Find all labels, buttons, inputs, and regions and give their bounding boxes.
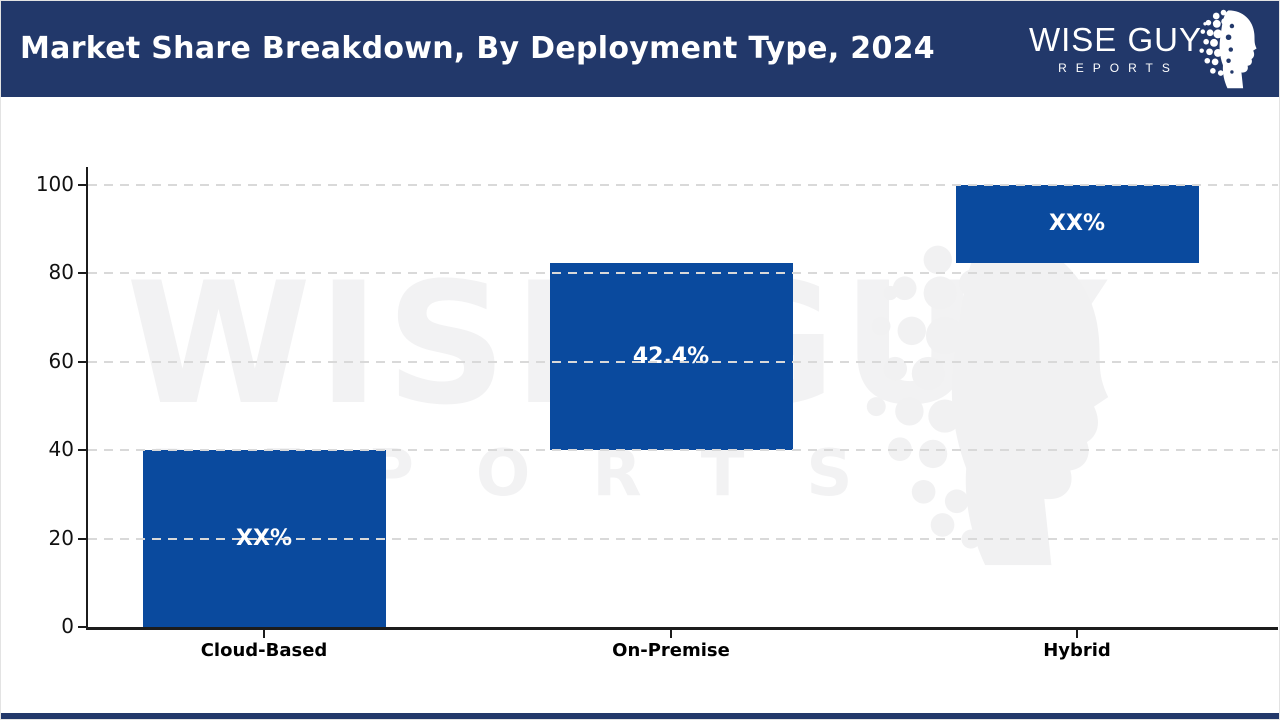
y-axis-tick-label: 40 bbox=[48, 437, 74, 462]
y-axis-tick bbox=[78, 184, 87, 186]
y-axis-line bbox=[86, 167, 88, 630]
wiseguy-logo: WISE GUY REPORTS bbox=[1029, 7, 1280, 91]
footer-bar bbox=[0, 713, 1280, 720]
bar-value-label: XX% bbox=[1049, 211, 1105, 237]
header-bar: Market Share Breakdown, By Deployment Ty… bbox=[0, 0, 1280, 97]
y-axis-tick-label: 80 bbox=[48, 260, 74, 285]
logo-subtitle: REPORTS bbox=[1058, 60, 1179, 75]
gridline bbox=[88, 537, 1278, 540]
y-axis-tick-label: 20 bbox=[48, 525, 74, 550]
wiseguy-head-icon bbox=[1186, 7, 1270, 91]
logo-text: WISE GUY REPORTS bbox=[1029, 23, 1202, 75]
plot-area: XX% 42.4% XX% bbox=[88, 170, 1278, 627]
x-axis-label: On-Premise bbox=[612, 640, 730, 661]
gridline bbox=[88, 272, 1278, 275]
page-title: Market Share Breakdown, By Deployment Ty… bbox=[20, 31, 935, 66]
y-axis-tick bbox=[78, 537, 87, 540]
bar-on-premise: 42.4% bbox=[549, 262, 793, 451]
bar-hybrid: XX% bbox=[955, 185, 1199, 263]
y-axis-tick-label: 60 bbox=[48, 348, 74, 373]
y-axis-tick bbox=[78, 449, 87, 452]
x-axis-tick bbox=[670, 630, 672, 638]
logo-wordmark: WISE GUY bbox=[1028, 20, 1202, 58]
y-axis-tick bbox=[78, 272, 87, 275]
x-axis-line bbox=[86, 627, 1278, 630]
y-axis-tick bbox=[78, 360, 87, 363]
x-axis-label: Hybrid bbox=[1043, 640, 1111, 661]
y-axis-tick-label: 100 bbox=[35, 172, 74, 196]
y-axis-tick bbox=[78, 626, 87, 628]
x-axis-label: Cloud-Based bbox=[200, 640, 328, 661]
gridline bbox=[88, 360, 1278, 363]
bar-value-label: 42.4% bbox=[632, 343, 710, 369]
gridline bbox=[88, 184, 1278, 186]
x-axis-tick bbox=[263, 630, 265, 638]
y-axis-tick-label: 0 bbox=[61, 614, 74, 638]
gridline bbox=[88, 449, 1278, 452]
x-axis-tick bbox=[1076, 630, 1078, 638]
